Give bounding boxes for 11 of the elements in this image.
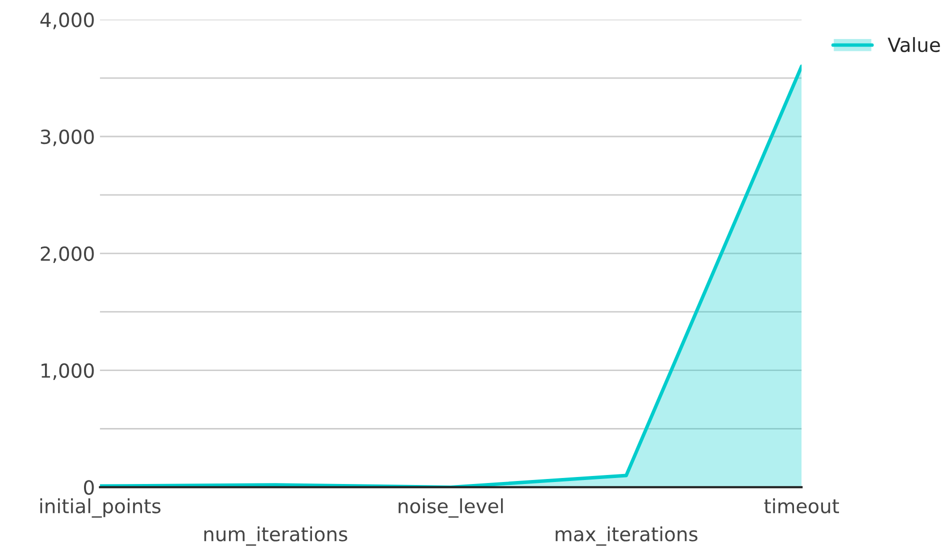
x-tick-label: max_iterations — [556, 526, 698, 546]
y-tick-label: 3,000 — [40, 129, 94, 146]
y-tick-label: 1,000 — [42, 363, 94, 380]
x-tick-label: noise_level — [398, 498, 503, 518]
x-tick-label: num_iterations — [204, 526, 348, 546]
x-tick-label: timeout — [764, 498, 840, 514]
y-tick-label: 0 — [84, 480, 94, 495]
y-tick-label: 2,000 — [40, 246, 94, 264]
y-tick-label: 4,000 — [40, 12, 94, 30]
legend-label: Value — [888, 37, 940, 52]
x-tick-label: initial_points — [40, 498, 160, 518]
